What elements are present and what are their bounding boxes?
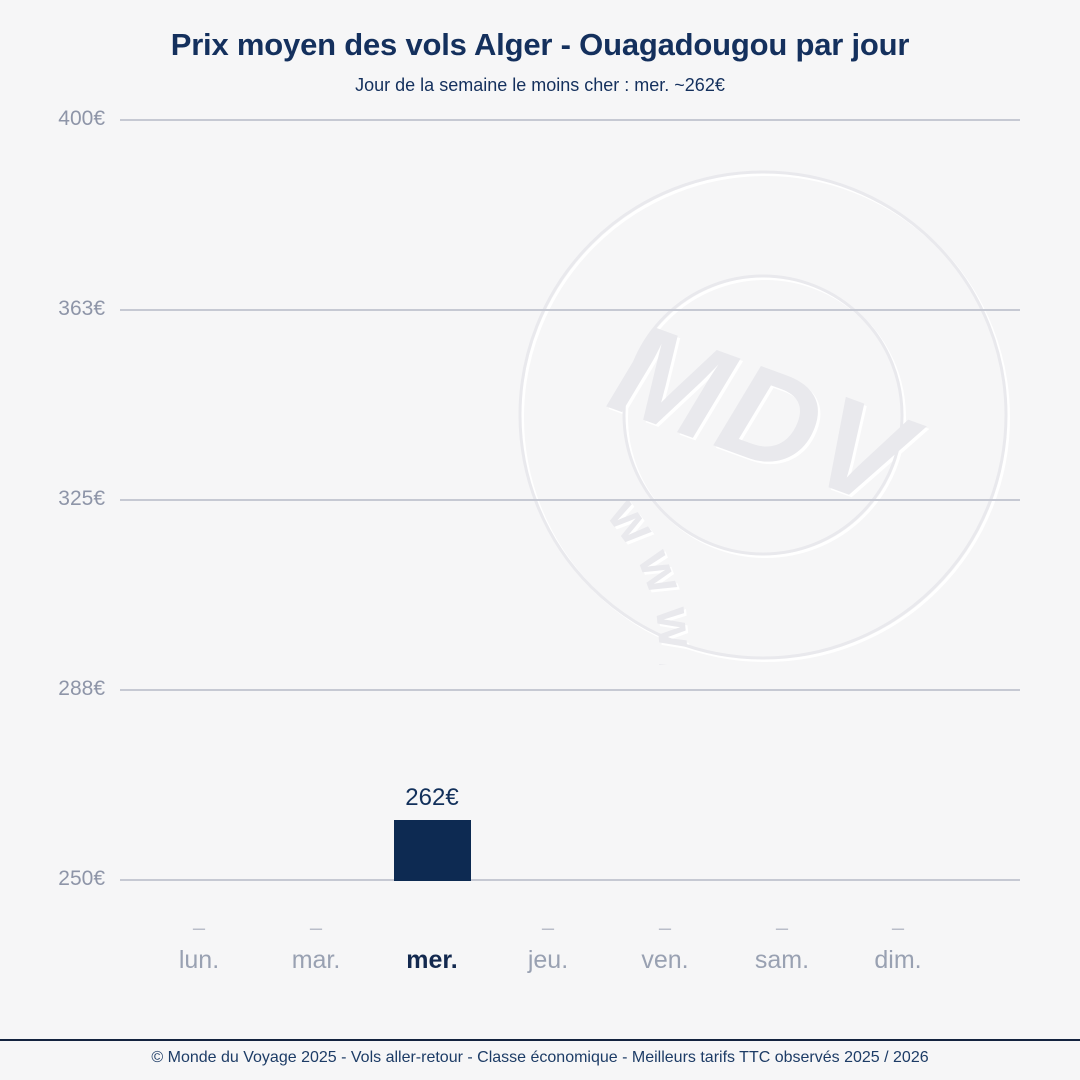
bar-mer <box>394 820 471 881</box>
y-tick-label: 250€ <box>58 867 105 890</box>
x-label-ven: ven. <box>641 946 689 974</box>
gridline-325 <box>120 499 1020 501</box>
chart-title: Prix moyen des vols Alger - Ouagadougou … <box>170 27 910 62</box>
x-label-lun: lun. <box>178 946 220 974</box>
x-label-mer-active: mer. <box>406 946 458 974</box>
no-data-dash: – <box>658 915 672 940</box>
chart-subtitle: Jour de la semaine le moins cher : mer. … <box>355 75 725 95</box>
y-tick-label: 363€ <box>58 297 105 320</box>
x-label-sam: sam. <box>754 946 810 974</box>
x-label-jeu: jeu. <box>527 946 569 974</box>
gridline-400 <box>120 119 1020 121</box>
x-label-dim: dim. <box>874 946 922 974</box>
no-data-dash: – <box>541 915 555 940</box>
no-data-dash: – <box>192 915 206 940</box>
footer-divider <box>0 1039 1080 1041</box>
gridline-250 <box>120 879 1020 881</box>
no-data-dash: – <box>891 915 905 940</box>
y-tick-label: 400€ <box>58 107 105 130</box>
y-tick-label: 325€ <box>58 487 105 510</box>
bar-value-label: 262€ <box>405 784 459 811</box>
no-data-dash: – <box>309 915 323 940</box>
gridline-363 <box>120 309 1020 311</box>
gridline-288 <box>120 689 1020 691</box>
footer-copyright: © Monde du Voyage 2025 - Vols aller-reto… <box>151 1049 929 1066</box>
x-label-mar: mar. <box>291 946 341 974</box>
watermark-stamp-icon: www.monde-du-voyage.com · MDV www.monde-… <box>513 170 1010 665</box>
no-data-dash: – <box>775 915 789 940</box>
y-tick-label: 288€ <box>58 677 105 700</box>
no-data-dash <box>372 915 492 943</box>
